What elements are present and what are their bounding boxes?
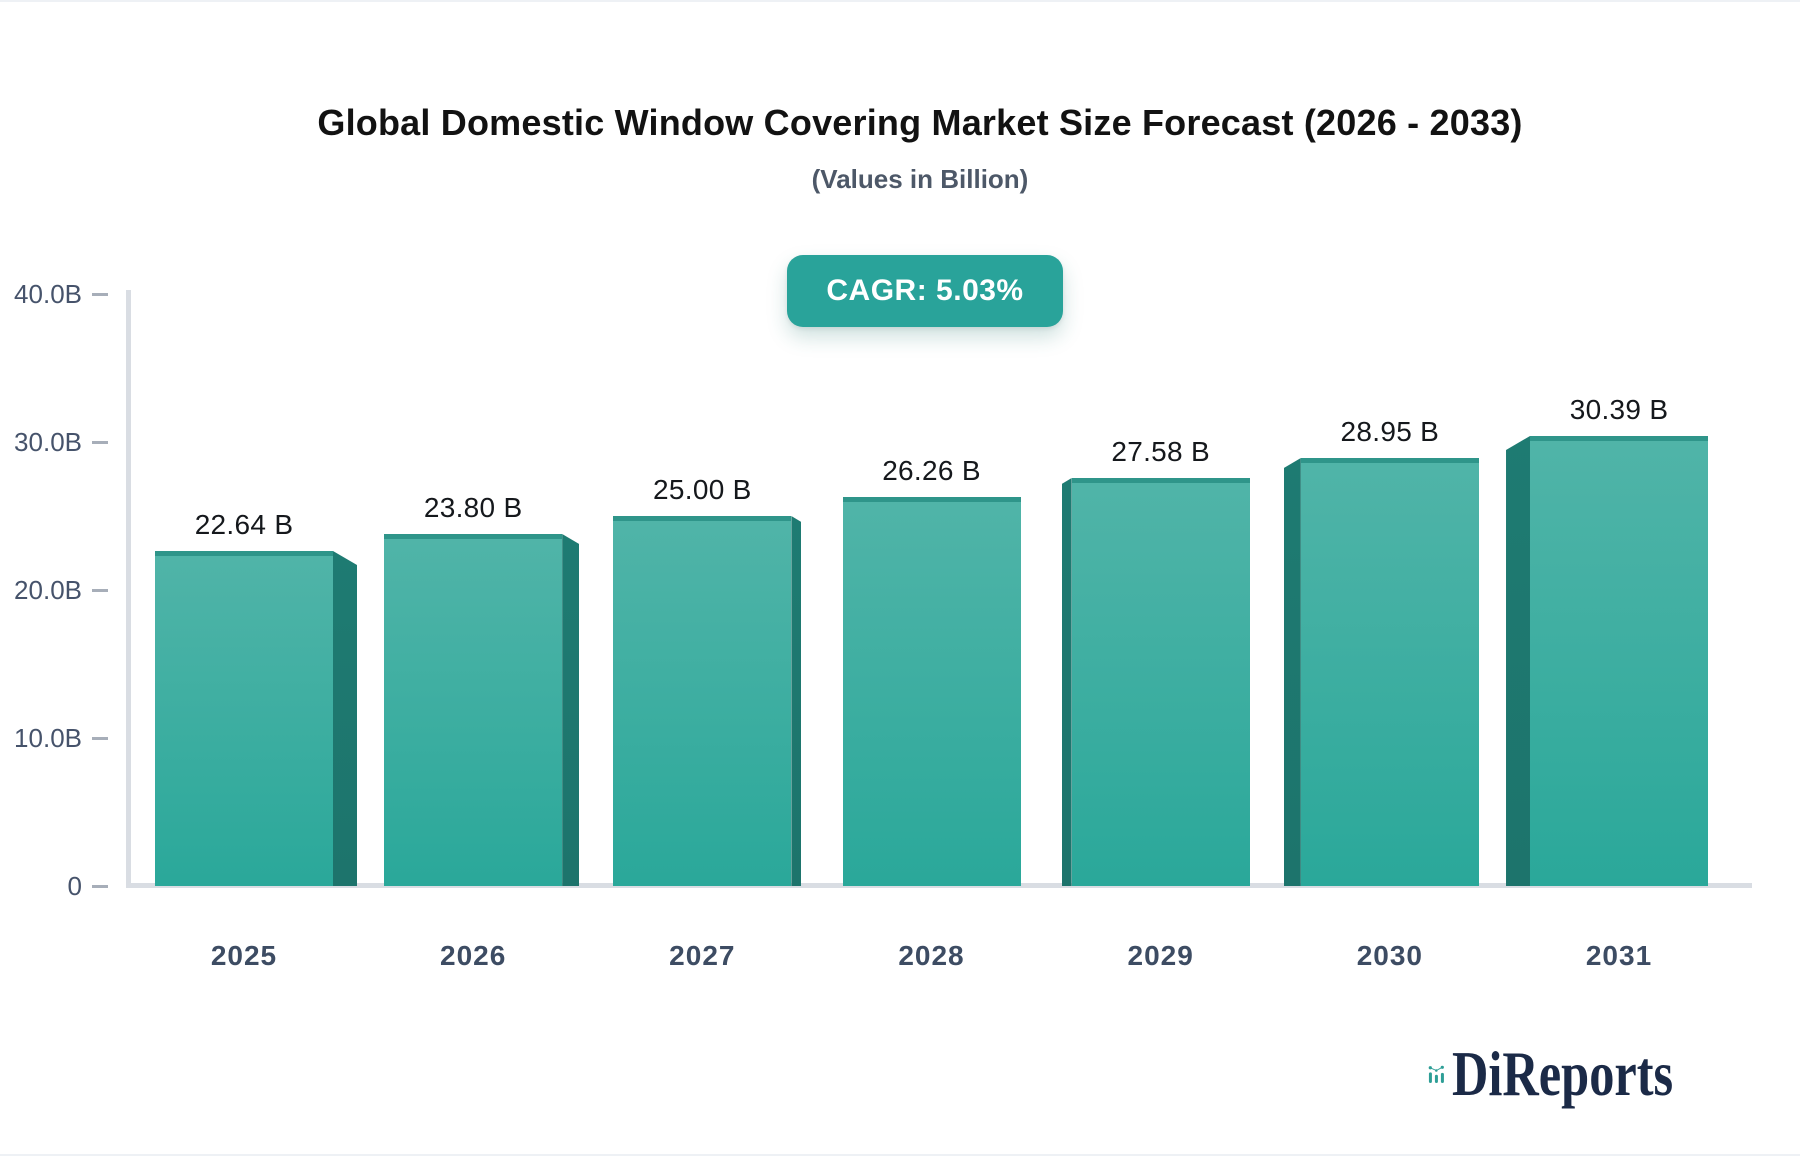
bar-3d-side bbox=[333, 551, 357, 886]
x-axis-label: 2029 bbox=[1127, 940, 1194, 971]
chart-title: Global Domestic Window Covering Market S… bbox=[317, 102, 1523, 143]
x-axis-label: 2031 bbox=[1585, 940, 1653, 971]
y-tick-mark bbox=[92, 293, 108, 296]
x-axis-label: 2026 bbox=[440, 940, 507, 971]
bar-value-label: 28.95 B bbox=[1340, 416, 1440, 447]
bar-3d-side bbox=[1061, 478, 1072, 886]
bar bbox=[155, 551, 333, 886]
y-tick-mark bbox=[92, 441, 108, 444]
y-axis-line bbox=[126, 290, 131, 888]
bar bbox=[1300, 458, 1479, 886]
bar-value-label: 26.26 B bbox=[882, 455, 981, 486]
y-tick-label: 0 bbox=[67, 871, 82, 901]
bar bbox=[842, 497, 1021, 886]
bar bbox=[1530, 436, 1709, 886]
bar-3d-side bbox=[562, 534, 580, 886]
y-tick-label: 20.0B bbox=[14, 575, 82, 605]
bar-line-chart-icon bbox=[1428, 1065, 1444, 1083]
x-axis-label: 2028 bbox=[898, 940, 965, 971]
bar-3d-side bbox=[1283, 458, 1301, 886]
x-axis-label: 2027 bbox=[669, 940, 736, 971]
x-axis-label: 2025 bbox=[210, 940, 278, 971]
y-tick-mark bbox=[92, 589, 108, 592]
y-tick-label: 30.0B bbox=[14, 427, 82, 457]
bar-value-label: 23.80 B bbox=[423, 492, 523, 523]
brand-logo-text: DiReports bbox=[1451, 1038, 1673, 1109]
y-tick-mark bbox=[92, 737, 108, 740]
x-axis-label: 2030 bbox=[1356, 940, 1423, 971]
brand-logo: DiReports bbox=[1428, 1032, 1728, 1116]
bar-value-label: 30.39 B bbox=[1569, 394, 1669, 425]
bar bbox=[613, 516, 792, 886]
cagr-badge: CAGR: 5.03% bbox=[787, 255, 1063, 327]
y-tick-mark bbox=[92, 885, 108, 888]
bar bbox=[384, 534, 563, 886]
bar-3d-side bbox=[1506, 436, 1531, 886]
y-tick-label: 40.0B bbox=[14, 279, 82, 309]
bar-3d-side bbox=[791, 516, 802, 886]
chart-subtitle: (Values in Billion) bbox=[811, 164, 1029, 194]
bar bbox=[1071, 478, 1250, 886]
bar-value-label: 22.64 B bbox=[194, 509, 294, 540]
bar-value-label: 25.00 B bbox=[653, 474, 752, 505]
y-tick-label: 10.0B bbox=[14, 723, 82, 753]
bar-value-label: 27.58 B bbox=[1111, 436, 1210, 467]
